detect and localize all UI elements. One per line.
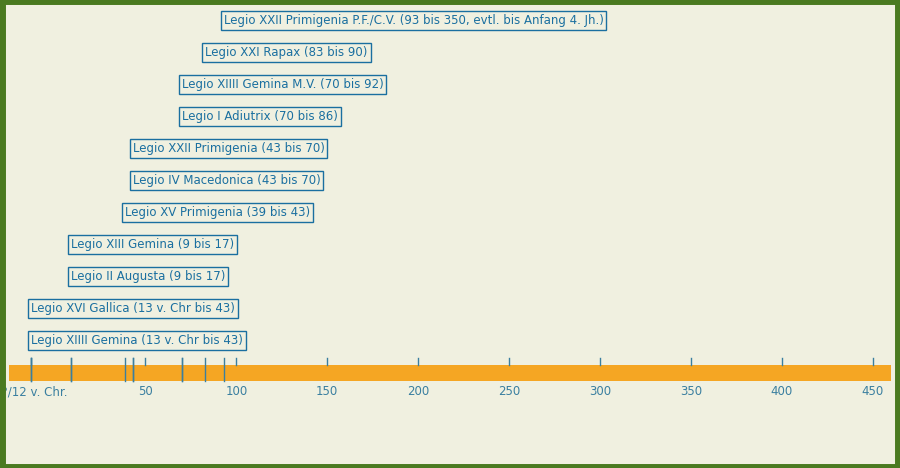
Text: 100: 100 <box>225 385 248 398</box>
Text: Legio XV Primigenia (39 bis 43): Legio XV Primigenia (39 bis 43) <box>125 206 310 219</box>
Text: Legio XXII Primigenia P.F./C.V. (93 bis 350, evtl. bis Anfang 4. Jh.): Legio XXII Primigenia P.F./C.V. (93 bis … <box>223 14 604 27</box>
Text: Legio XIIII Gemina (13 v. Chr bis 43): Legio XIIII Gemina (13 v. Chr bis 43) <box>31 335 243 347</box>
Text: Legio XXI Rapax (83 bis 90): Legio XXI Rapax (83 bis 90) <box>205 46 368 59</box>
Text: Legio I Adiutrix (70 bis 86): Legio I Adiutrix (70 bis 86) <box>182 110 338 123</box>
Text: 300: 300 <box>589 385 611 398</box>
Text: 400: 400 <box>770 385 793 398</box>
Text: 250: 250 <box>498 385 520 398</box>
Text: 450: 450 <box>861 385 884 398</box>
Text: 350: 350 <box>680 385 702 398</box>
Text: Legio II Augusta (9 bis 17): Legio II Augusta (9 bis 17) <box>71 271 225 283</box>
Text: 150: 150 <box>316 385 338 398</box>
Text: Legio XIIII Gemina M.V. (70 bis 92): Legio XIIII Gemina M.V. (70 bis 92) <box>182 78 383 91</box>
Text: 1?/12 v. Chr.: 1?/12 v. Chr. <box>0 385 68 398</box>
Text: Legio XXII Primigenia (43 bis 70): Legio XXII Primigenia (43 bis 70) <box>132 142 325 155</box>
Text: 200: 200 <box>407 385 429 398</box>
Text: Legio XVI Gallica (13 v. Chr bis 43): Legio XVI Gallica (13 v. Chr bis 43) <box>31 302 235 315</box>
FancyBboxPatch shape <box>9 365 891 381</box>
Text: 50: 50 <box>138 385 153 398</box>
Text: Legio IV Macedonica (43 bis 70): Legio IV Macedonica (43 bis 70) <box>132 174 320 187</box>
Text: Legio XIII Gemina (9 bis 17): Legio XIII Gemina (9 bis 17) <box>71 238 234 251</box>
